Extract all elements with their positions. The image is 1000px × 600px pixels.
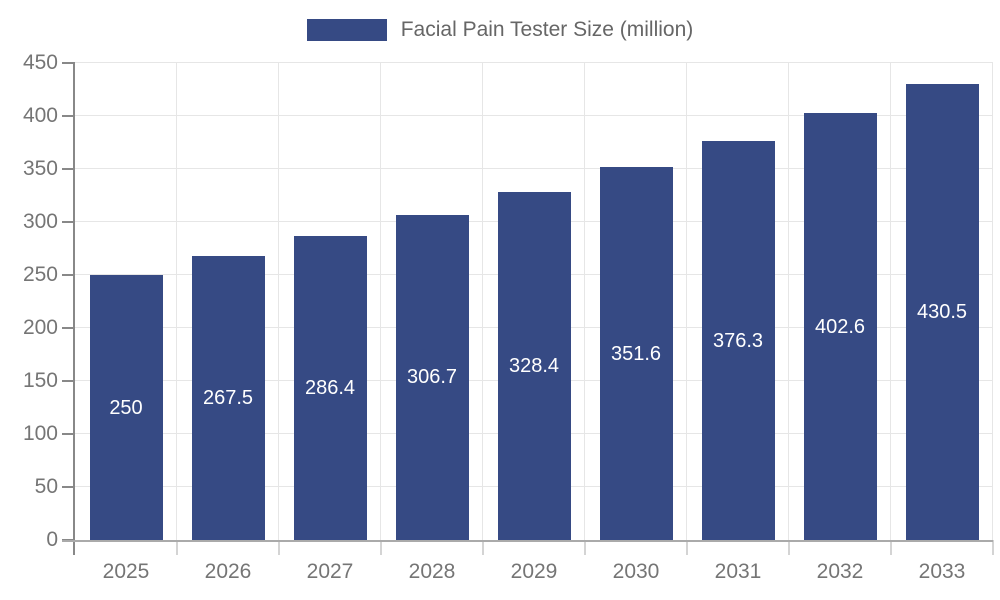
bar-2028[interactable] (395, 214, 469, 540)
x-axis-tick-label: 2029 (510, 560, 558, 583)
x-gridline (278, 63, 279, 540)
x-gridline (482, 63, 483, 540)
x-gridline (584, 63, 585, 540)
bar-2025[interactable] (89, 275, 163, 540)
x-gridline (380, 63, 381, 540)
y-axis-tick (62, 380, 75, 382)
y-gridline (75, 62, 993, 63)
x-axis-tick-label: 2025 (102, 560, 150, 583)
x-gridline (788, 63, 789, 540)
x-axis-tick (992, 540, 994, 555)
bar-2027[interactable] (293, 236, 367, 540)
y-axis-tick (62, 433, 75, 435)
x-axis-tick (890, 540, 892, 555)
bar-2031[interactable] (701, 141, 775, 540)
x-axis-tick (278, 540, 280, 555)
x-gridline (890, 63, 891, 540)
x-axis-tick-label: 2031 (714, 560, 762, 583)
x-gridline (686, 63, 687, 540)
y-axis-tick-label: 350 (22, 157, 58, 180)
legend-swatch (306, 19, 387, 41)
y-gridline (75, 115, 993, 116)
bar-2026[interactable] (191, 256, 265, 540)
y-axis-tick-label: 450 (22, 51, 58, 74)
bar-2029[interactable] (497, 191, 571, 540)
x-gridline (176, 63, 177, 540)
x-axis-tick (686, 540, 688, 555)
y-axis-tick (62, 168, 75, 170)
bar-2033[interactable] (905, 83, 979, 540)
y-axis-tick (62, 115, 75, 117)
x-axis-tick (380, 540, 382, 555)
x-axis-tick-label: 2027 (306, 560, 354, 583)
y-axis-tick-label: 400 (22, 104, 58, 127)
bar-2032[interactable] (803, 113, 877, 540)
legend-item[interactable]: Facial Pain Tester Size (million) (0, 12, 1000, 48)
y-axis-line (73, 63, 75, 555)
y-axis-tick-label: 200 (22, 316, 58, 339)
x-axis-tick (584, 540, 586, 555)
y-axis-tick-label: 50 (34, 475, 58, 498)
y-axis-tick (62, 327, 75, 329)
y-axis-tick (62, 62, 75, 64)
x-axis-tick (482, 540, 484, 555)
y-axis-tick (62, 221, 75, 223)
x-axis-tick-label: 2032 (816, 560, 864, 583)
x-axis-tick (176, 540, 178, 555)
y-axis-tick-label: 150 (22, 369, 58, 392)
y-axis-tick-label: 250 (22, 263, 58, 286)
y-gridline (75, 168, 993, 169)
x-axis-tick (788, 540, 790, 555)
x-axis-line (62, 540, 993, 542)
legend-label: Facial Pain Tester Size (million) (400, 18, 694, 41)
x-axis-tick-label: 2028 (408, 560, 456, 583)
y-axis-tick (62, 486, 75, 488)
bar-2030[interactable] (599, 167, 673, 540)
x-axis-tick-label: 2026 (204, 560, 252, 583)
x-gridline (992, 63, 993, 540)
x-axis-tick-label: 2030 (612, 560, 660, 583)
y-axis-tick-label: 0 (46, 528, 58, 551)
x-axis-tick-label: 2033 (918, 560, 966, 583)
y-axis-tick-label: 100 (22, 422, 58, 445)
y-axis-tick-label: 300 (22, 210, 58, 233)
y-axis-tick (62, 274, 75, 276)
